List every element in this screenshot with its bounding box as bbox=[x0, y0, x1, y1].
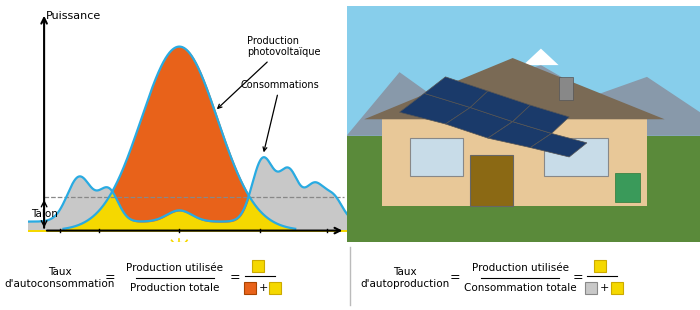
Text: Talon: Talon bbox=[32, 209, 58, 219]
Text: Production
photovoltaïque: Production photovoltaïque bbox=[218, 36, 321, 108]
Polygon shape bbox=[524, 49, 559, 65]
Circle shape bbox=[316, 243, 339, 259]
Polygon shape bbox=[470, 91, 531, 122]
Text: =: = bbox=[573, 272, 583, 284]
Polygon shape bbox=[424, 77, 488, 108]
Polygon shape bbox=[488, 122, 552, 148]
Bar bbox=[252, 260, 264, 272]
Bar bbox=[559, 77, 573, 100]
Polygon shape bbox=[364, 58, 665, 119]
Text: Consommations: Consommations bbox=[241, 80, 319, 151]
Circle shape bbox=[55, 245, 72, 257]
Circle shape bbox=[90, 245, 108, 257]
Polygon shape bbox=[400, 93, 470, 124]
Bar bbox=[545, 138, 608, 176]
Circle shape bbox=[169, 242, 190, 257]
Text: d'autoproduction: d'autoproduction bbox=[360, 279, 449, 289]
Polygon shape bbox=[531, 133, 587, 157]
Text: +: + bbox=[258, 283, 267, 293]
Circle shape bbox=[326, 245, 344, 257]
Bar bbox=[244, 282, 256, 294]
Bar bbox=[615, 174, 640, 202]
Polygon shape bbox=[512, 105, 569, 133]
Bar bbox=[470, 155, 512, 206]
Text: d'autoconsommation: d'autoconsommation bbox=[5, 279, 116, 289]
Bar bbox=[346, 136, 700, 242]
Bar bbox=[585, 282, 597, 294]
Text: Production utilisée: Production utilisée bbox=[127, 263, 223, 273]
Bar bbox=[346, 6, 700, 136]
Polygon shape bbox=[382, 119, 647, 206]
Text: =: = bbox=[449, 272, 461, 284]
Bar bbox=[594, 260, 606, 272]
Polygon shape bbox=[346, 65, 700, 136]
Text: Consommation totale: Consommation totale bbox=[463, 283, 576, 293]
Bar bbox=[410, 138, 463, 176]
Text: Puissance: Puissance bbox=[46, 11, 101, 21]
Bar bbox=[611, 282, 623, 294]
Polygon shape bbox=[445, 108, 512, 138]
Text: =: = bbox=[230, 272, 240, 284]
Text: Taux: Taux bbox=[48, 267, 72, 277]
Text: Taux: Taux bbox=[393, 267, 416, 277]
Text: +: + bbox=[599, 283, 609, 293]
Text: Production totale: Production totale bbox=[130, 283, 220, 293]
Text: Surplus: Surplus bbox=[146, 107, 199, 120]
Circle shape bbox=[46, 243, 69, 259]
Text: =: = bbox=[105, 272, 116, 284]
Bar bbox=[269, 282, 281, 294]
Text: Production utilisée: Production utilisée bbox=[472, 263, 568, 273]
Circle shape bbox=[251, 245, 269, 257]
